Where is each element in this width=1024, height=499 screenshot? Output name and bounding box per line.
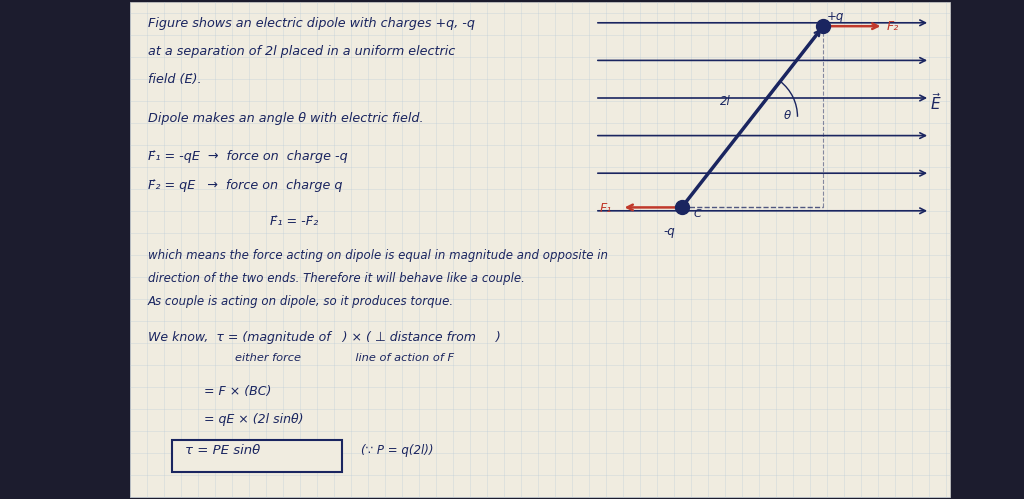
Text: +q: +q xyxy=(826,10,844,23)
Text: direction of the two ends. Therefore it will behave like a couple.: direction of the two ends. Therefore it … xyxy=(148,272,525,285)
Text: = F × (BC): = F × (BC) xyxy=(148,385,271,398)
FancyBboxPatch shape xyxy=(172,440,342,472)
Text: F⃗₁ = -qE  →  force on  charge -q: F⃗₁ = -qE → force on charge -q xyxy=(148,150,348,163)
Text: at a separation of 2l placed in a uniform electric: at a separation of 2l placed in a unifor… xyxy=(148,45,456,58)
Text: We know,  τ = (magnitude of   ) × ( ⊥ distance from     ): We know, τ = (magnitude of ) × ( ⊥ dista… xyxy=(148,331,501,344)
Text: F₁: F₁ xyxy=(600,203,612,216)
Text: B: B xyxy=(818,23,826,33)
Text: As couple is acting on dipole, so it produces torque.: As couple is acting on dipole, so it pro… xyxy=(148,295,454,308)
Text: -q: -q xyxy=(664,226,676,239)
Text: C: C xyxy=(693,210,701,220)
Text: F⃗₂ = qE   →  force on  charge q: F⃗₂ = qE → force on charge q xyxy=(148,179,342,192)
Text: (∵ P = q(2l)): (∵ P = q(2l)) xyxy=(361,444,433,457)
Text: field (E⃗).: field (E⃗). xyxy=(148,73,202,86)
Text: either force               line of action of F: either force line of action of F xyxy=(148,353,454,363)
Text: $\vec{E}$: $\vec{E}$ xyxy=(930,92,942,113)
Text: F₂: F₂ xyxy=(887,20,898,33)
Text: F⃗₁ = -F⃗₂: F⃗₁ = -F⃗₂ xyxy=(270,215,318,228)
Text: τ = PE sinθ: τ = PE sinθ xyxy=(185,444,260,457)
Text: θ: θ xyxy=(784,109,792,122)
FancyBboxPatch shape xyxy=(130,2,950,497)
Text: = qE × (2l sinθ): = qE × (2l sinθ) xyxy=(148,413,303,426)
Text: Dipole makes an angle θ with electric field.: Dipole makes an angle θ with electric fi… xyxy=(148,112,424,125)
Text: Figure shows an electric dipole with charges +q, -q: Figure shows an electric dipole with cha… xyxy=(148,17,475,30)
Text: which means the force acting on dipole is equal in magnitude and opposite in: which means the force acting on dipole i… xyxy=(148,249,608,262)
Text: 2l: 2l xyxy=(720,95,730,108)
